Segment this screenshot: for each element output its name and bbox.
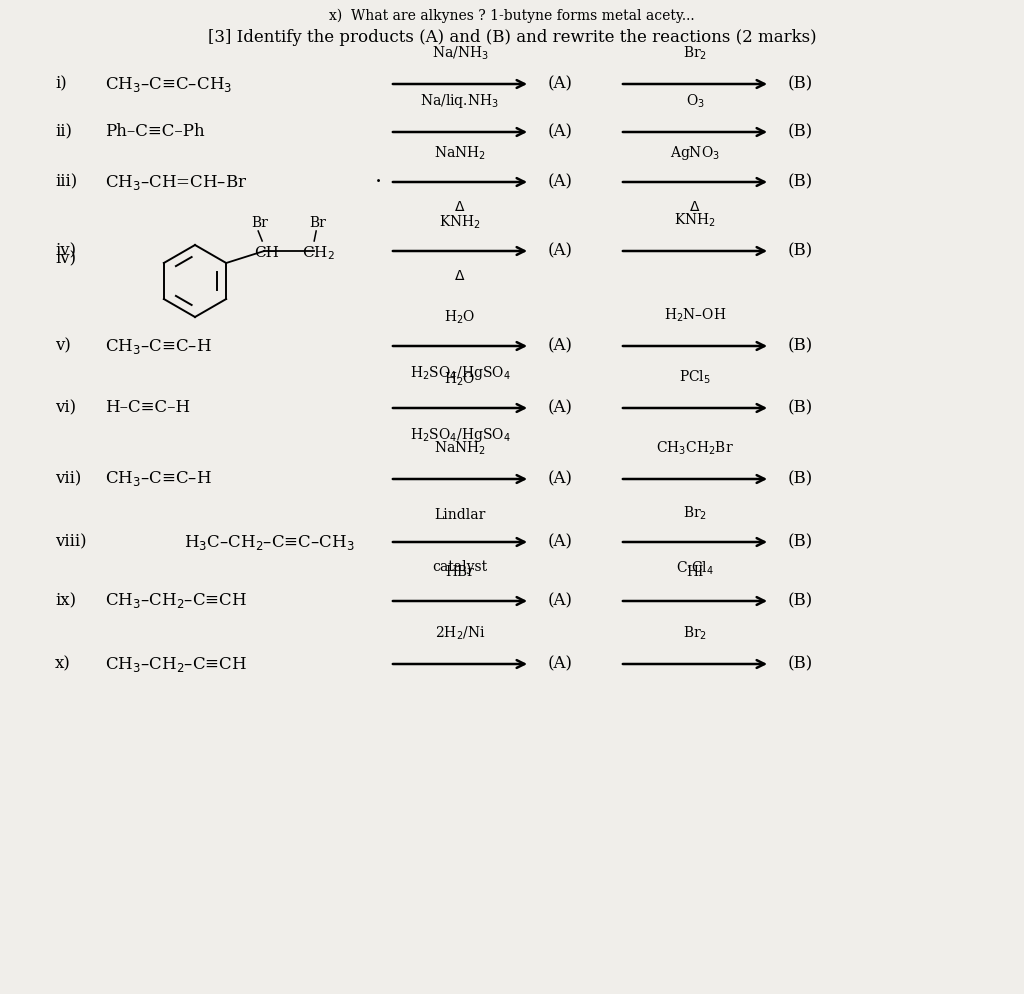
Text: CH: CH [254, 246, 279, 260]
Text: (A): (A) [548, 470, 573, 487]
Text: H$_2$O: H$_2$O [444, 308, 476, 326]
Text: (A): (A) [548, 243, 573, 259]
Text: Br: Br [252, 216, 268, 230]
Text: (B): (B) [788, 592, 813, 609]
Text: (B): (B) [788, 470, 813, 487]
Text: H–C≡C–H: H–C≡C–H [105, 400, 190, 416]
Text: iv): iv) [55, 243, 76, 259]
Text: CH$_2$: CH$_2$ [302, 245, 335, 261]
Text: Br$_2$: Br$_2$ [683, 624, 708, 642]
Text: Br: Br [309, 216, 327, 230]
Text: $\Delta$: $\Delta$ [455, 200, 466, 214]
Text: i): i) [55, 76, 67, 92]
Text: (A): (A) [548, 174, 573, 191]
Text: (B): (B) [788, 123, 813, 140]
Text: ·: · [375, 171, 382, 193]
Text: ix): ix) [55, 592, 76, 609]
Text: CH$_3$–CH$_2$–C≡CH: CH$_3$–CH$_2$–C≡CH [105, 591, 247, 610]
Text: (A): (A) [548, 592, 573, 609]
Text: H$_3$C–CH$_2$–C≡C–CH$_3$: H$_3$C–CH$_2$–C≡C–CH$_3$ [184, 533, 354, 552]
Text: C·Cl$_4$: C·Cl$_4$ [676, 560, 714, 578]
Text: (A): (A) [548, 534, 573, 551]
Text: CH$_3$CH$_2$Br: CH$_3$CH$_2$Br [656, 439, 734, 457]
Text: CH$_3$–C≡C–H: CH$_3$–C≡C–H [105, 469, 212, 488]
Text: O$_3$: O$_3$ [685, 92, 705, 110]
Text: iv): iv) [55, 250, 76, 267]
Text: KNH$_2$: KNH$_2$ [439, 214, 481, 231]
Text: PCl$_5$: PCl$_5$ [679, 369, 711, 386]
Text: (B): (B) [788, 655, 813, 673]
Text: v): v) [55, 338, 71, 355]
Text: H$_2$N–OH: H$_2$N–OH [664, 306, 726, 324]
Text: (A): (A) [548, 123, 573, 140]
Text: 2H$_2$/Ni: 2H$_2$/Ni [434, 624, 485, 642]
Text: ii): ii) [55, 123, 72, 140]
Text: (B): (B) [788, 174, 813, 191]
Text: x): x) [55, 655, 71, 673]
Text: $\Delta$: $\Delta$ [455, 269, 466, 283]
Text: (B): (B) [788, 338, 813, 355]
Text: (B): (B) [788, 76, 813, 92]
Text: (A): (A) [548, 76, 573, 92]
Text: Br$_2$: Br$_2$ [683, 505, 708, 522]
Text: x)  What are alkynes ? 1-butyne forms metal acety...: x) What are alkynes ? 1-butyne forms met… [329, 9, 695, 23]
Text: CH$_3$–C≡C–CH$_3$: CH$_3$–C≡C–CH$_3$ [105, 75, 232, 93]
Text: Ph–C≡C–Ph: Ph–C≡C–Ph [105, 123, 205, 140]
Text: Na/NH$_3$: Na/NH$_3$ [431, 45, 488, 62]
Text: AgNO$_3$: AgNO$_3$ [670, 144, 720, 162]
Text: (A): (A) [548, 655, 573, 673]
Text: Lindlar: Lindlar [434, 508, 485, 522]
Text: CH$_3$–C≡C–H: CH$_3$–C≡C–H [105, 337, 212, 356]
Text: CH$_3$–CH=CH–Br: CH$_3$–CH=CH–Br [105, 173, 248, 192]
Text: Br$_2$: Br$_2$ [683, 45, 708, 62]
Text: HI: HI [686, 565, 703, 579]
Text: catalyst: catalyst [432, 560, 487, 574]
Text: viii): viii) [55, 534, 87, 551]
Text: vii): vii) [55, 470, 81, 487]
Text: NaNH$_2$: NaNH$_2$ [434, 439, 486, 457]
Text: H$_2$O: H$_2$O [444, 371, 476, 388]
Text: KNH$_2$: KNH$_2$ [674, 212, 716, 229]
Text: H$_2$SO$_4$/HgSO$_4$: H$_2$SO$_4$/HgSO$_4$ [410, 364, 510, 382]
Text: iii): iii) [55, 174, 77, 191]
Text: (B): (B) [788, 534, 813, 551]
Text: $\Delta$: $\Delta$ [689, 200, 700, 214]
Text: Na/liq.NH$_3$: Na/liq.NH$_3$ [421, 92, 500, 110]
Text: (B): (B) [788, 400, 813, 416]
Text: (B): (B) [788, 243, 813, 259]
Text: H$_2$SO$_4$/HgSO$_4$: H$_2$SO$_4$/HgSO$_4$ [410, 426, 510, 444]
Text: (A): (A) [548, 338, 573, 355]
Text: CH$_3$–CH$_2$–C≡CH: CH$_3$–CH$_2$–C≡CH [105, 654, 247, 674]
Text: NaNH$_2$: NaNH$_2$ [434, 144, 486, 162]
Text: [3] Identify the products (A) and (B) and rewrite the reactions (2 marks): [3] Identify the products (A) and (B) an… [208, 30, 816, 47]
Text: (A): (A) [548, 400, 573, 416]
Text: vi): vi) [55, 400, 76, 416]
Text: HBr: HBr [445, 565, 474, 579]
